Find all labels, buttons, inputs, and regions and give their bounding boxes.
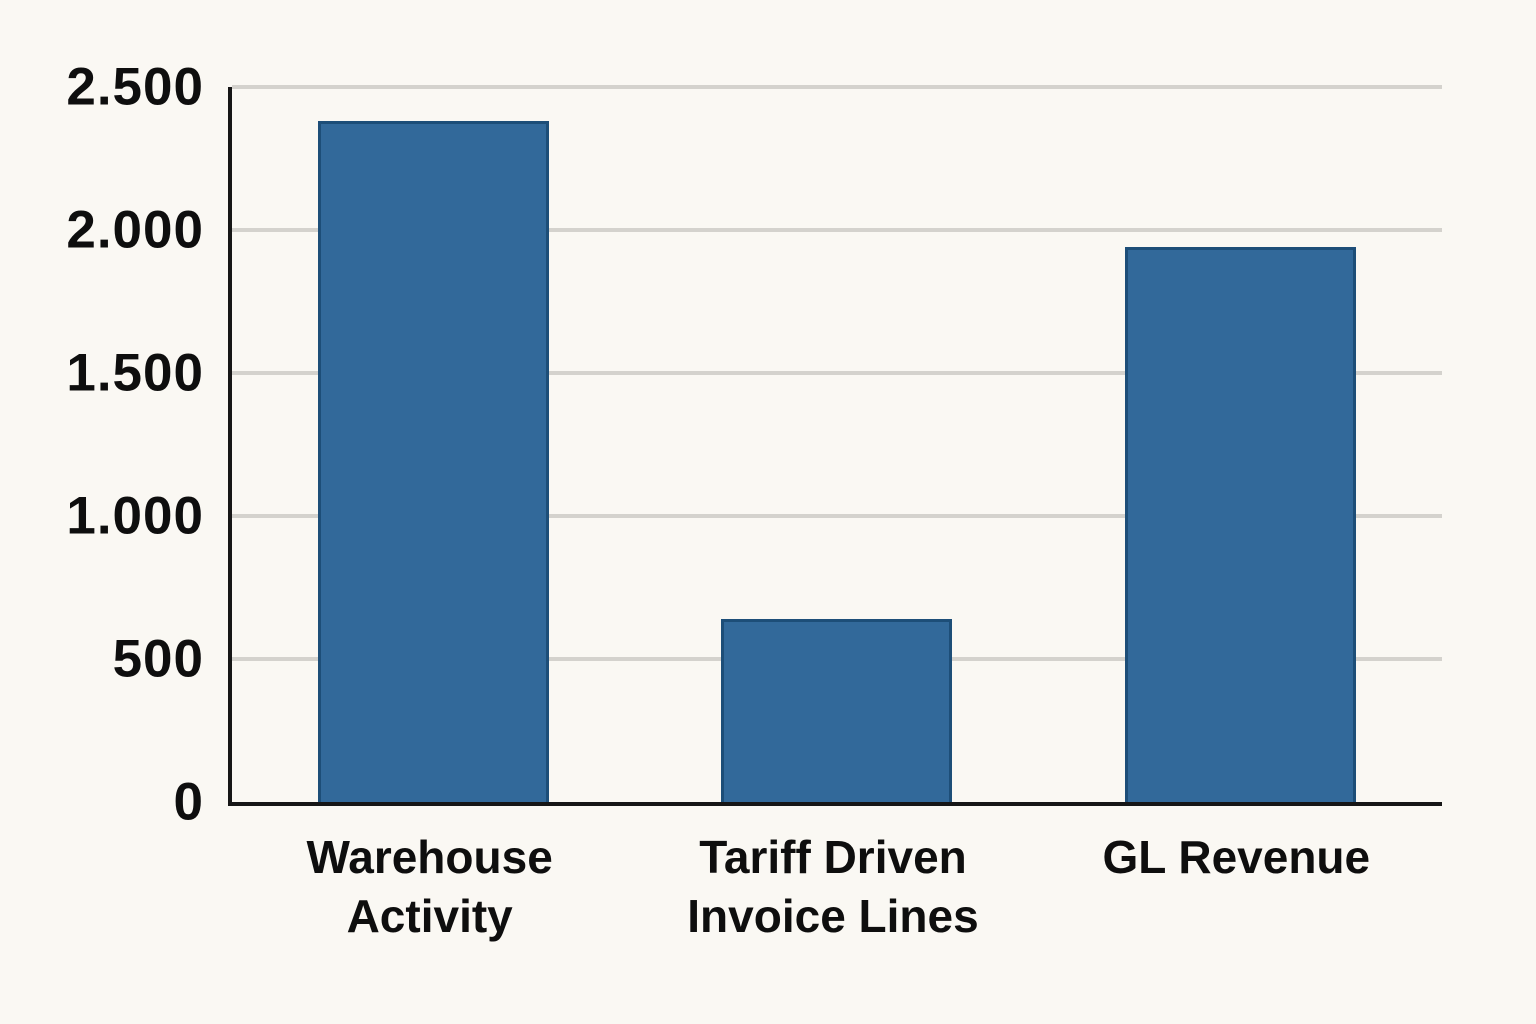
bar-2 [721,618,953,802]
bars-container [232,87,1442,802]
bar-column [1039,87,1442,802]
y-tick-label: 1.500 [66,343,204,403]
gridline [232,228,1442,232]
gridline [232,514,1442,518]
y-tick-label: 1.000 [66,486,204,546]
gridline [232,85,1442,89]
bar-column [232,87,635,802]
y-tick-label: 500 [112,629,204,689]
y-tick-label: 2.500 [66,57,204,117]
bar-column [635,87,1038,802]
y-axis-tick-labels: 0 500 1.000 1.500 2.000 2.500 [0,58,204,832]
y-tick-label: 0 [173,772,204,832]
bar-3 [1124,247,1356,802]
x-axis-category-labels: Warehouse Activity Tariff Driven Invoice … [228,828,1438,946]
bar-1 [318,121,550,802]
x-category-label: GL Revenue [1102,831,1371,883]
x-category-label: Tariff Driven Invoice Lines [687,831,979,942]
plot-area [228,85,1442,806]
x-category-label: Warehouse Activity [306,831,553,942]
gridline [232,371,1442,375]
y-tick-label: 2.000 [66,200,204,260]
